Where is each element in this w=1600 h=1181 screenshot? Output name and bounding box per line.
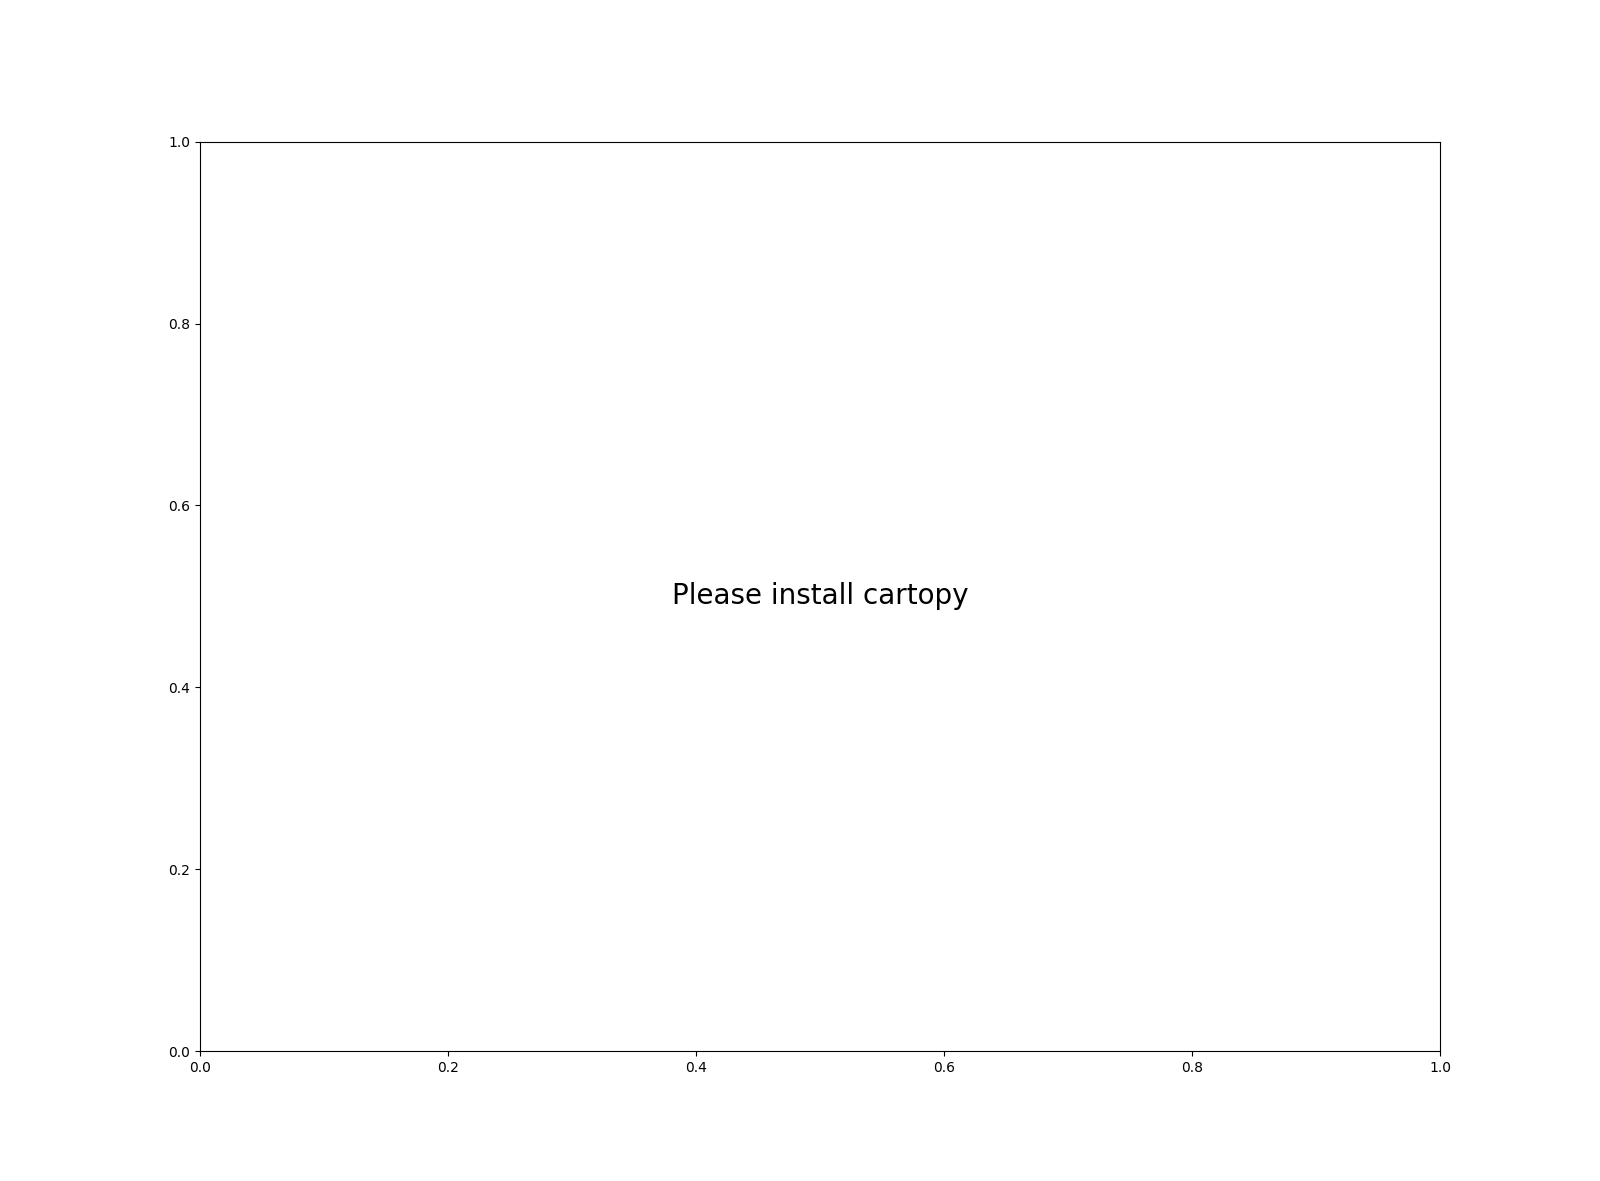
Text: Please install cartopy: Please install cartopy (672, 582, 968, 611)
